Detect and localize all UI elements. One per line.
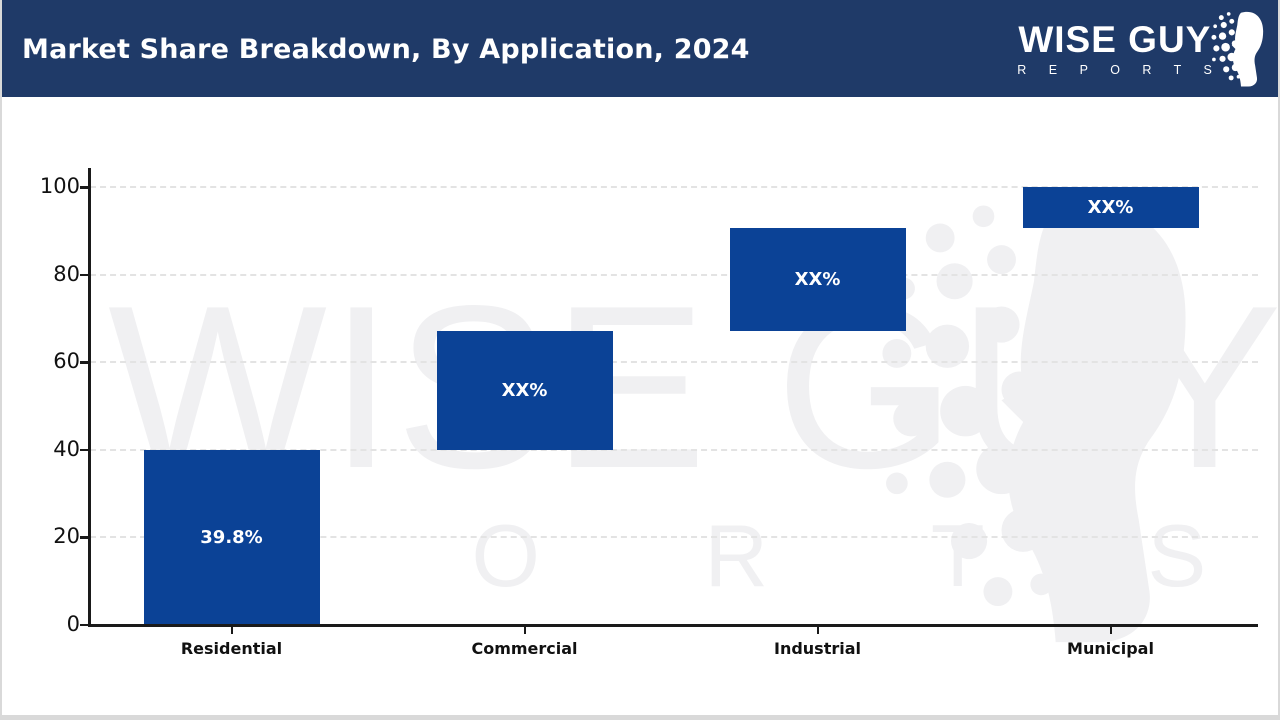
y-tick-mark-0 — [80, 623, 90, 626]
x-axis-line — [88, 624, 1258, 627]
x-tick-mark-residential — [230, 627, 233, 634]
x-category-label-residential: Residential — [180, 639, 283, 658]
gridline-60 — [90, 361, 1258, 363]
bar-commercial: XX% — [436, 331, 613, 451]
brand-subtitle: R E P O R T S — [1017, 63, 1222, 77]
y-axis-line — [88, 168, 91, 626]
brand-face-icon — [1211, 11, 1264, 87]
page-title: Market Share Breakdown, By Application, … — [22, 34, 750, 65]
y-tick-mark-100 — [80, 186, 90, 189]
bar-residential: 39.8% — [143, 450, 320, 625]
y-tick-mark-80 — [80, 273, 90, 276]
x-category-label-municipal: Municipal — [1067, 639, 1154, 658]
gridline-20 — [90, 536, 1258, 538]
bar-value-label-commercial: XX% — [501, 380, 548, 402]
y-tick-label-40: 40 — [53, 436, 80, 461]
brand-logo: WISE GUY R E P O R T S — [1008, 8, 1266, 90]
bar-municipal: XX% — [1022, 187, 1199, 229]
x-category-label-commercial: Commercial — [471, 639, 578, 658]
y-tick-label-60: 60 — [53, 349, 80, 373]
y-tick-mark-40 — [80, 448, 90, 451]
y-tick-mark-60 — [80, 361, 90, 364]
bar-value-label-municipal: XX% — [1087, 197, 1134, 219]
watermark-face-icon — [882, 204, 1186, 643]
y-tick-label-100: 100 — [39, 174, 80, 198]
gridline-40 — [90, 448, 1258, 451]
bar-industrial: XX% — [729, 228, 906, 332]
header-banner: Market Share Breakdown, By Application, … — [0, 0, 1280, 97]
y-tick-mark-20 — [80, 536, 90, 539]
brand-logo-text: WISE GUY R E P O R T S — [1008, 21, 1221, 77]
y-tick-label-0: 0 — [66, 611, 80, 636]
y-tick-label-20: 20 — [53, 524, 80, 548]
gridline-80 — [90, 273, 1258, 276]
bar-value-label-industrial: XX% — [794, 269, 841, 291]
y-tick-label-80: 80 — [53, 261, 80, 286]
x-tick-mark-industrial — [816, 627, 819, 634]
bar-value-label-residential: 39.8% — [200, 526, 263, 548]
x-category-label-industrial: Industrial — [773, 639, 861, 658]
x-tick-mark-commercial — [523, 627, 526, 634]
brand-name: WISE GUY — [1018, 19, 1212, 60]
x-tick-mark-municipal — [1109, 627, 1112, 634]
gridline-100 — [90, 186, 1258, 188]
